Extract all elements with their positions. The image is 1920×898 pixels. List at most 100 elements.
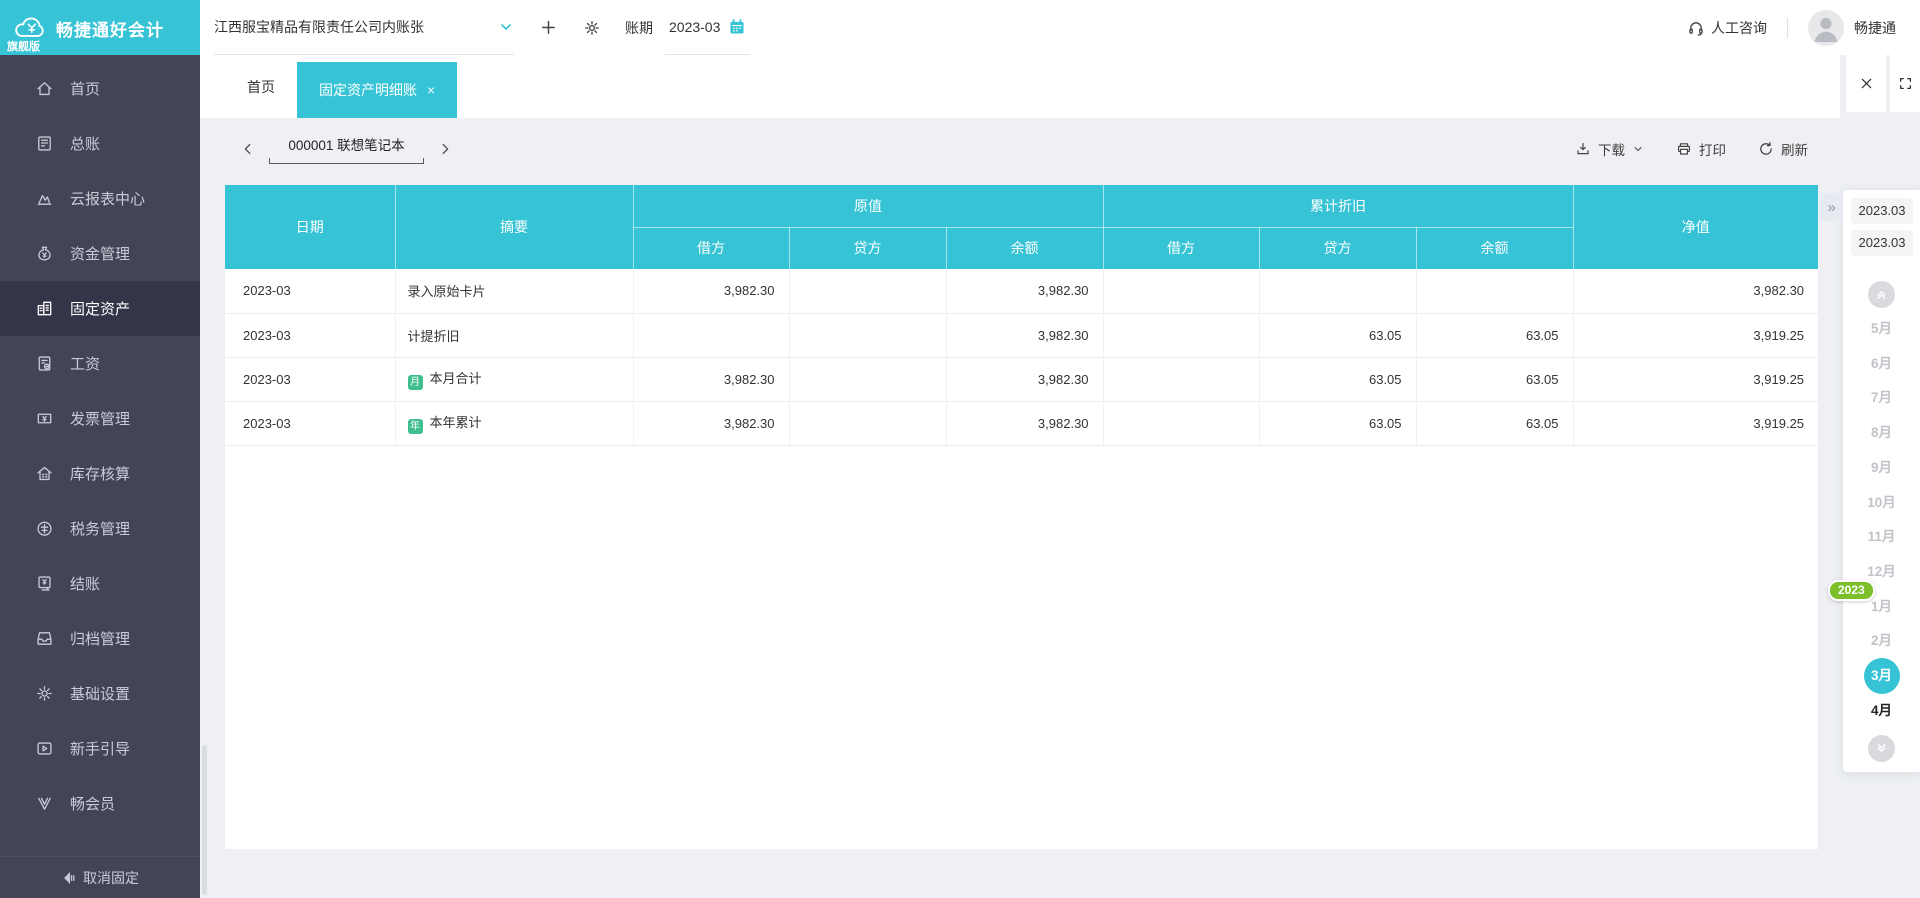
- period-value: 2023-03: [669, 19, 721, 35]
- unpin-sidebar-button[interactable]: 取消固定: [0, 856, 200, 898]
- cell-amount: 3,982.30: [946, 357, 1104, 402]
- next-asset-button[interactable]: [434, 138, 456, 160]
- asset-navigation: 000001 联想笔记本: [237, 132, 456, 166]
- scroll-months-up-button[interactable]: [1868, 281, 1895, 308]
- tab-close-icon[interactable]: ×: [427, 82, 436, 98]
- gear-icon[interactable]: [583, 19, 601, 37]
- home-icon: [34, 79, 54, 99]
- cell-amount: [1103, 313, 1260, 358]
- col-group-original-value[interactable]: 原值: [633, 185, 1104, 228]
- month-item-9月[interactable]: 9月: [1870, 459, 1892, 475]
- collapse-panel-button[interactable]: »: [1820, 193, 1843, 221]
- col-header-dep-debit[interactable]: 借方: [1103, 227, 1260, 269]
- month-item-5月[interactable]: 5月: [1870, 321, 1892, 336]
- col-group-accumulated-depreciation[interactable]: 累计折旧: [1103, 185, 1574, 228]
- table-row[interactable]: 2023-03 月本月合计 3,982.30 3,982.30 63.05 63.05 3,…: [225, 357, 1819, 402]
- top-bar-right: 人工咨询 畅捷通: [1687, 9, 1896, 46]
- sidebar-item-6[interactable]: 发票管理: [0, 391, 200, 446]
- month-item-10月[interactable]: 10月: [1867, 494, 1896, 510]
- col-header-date[interactable]: 日期: [225, 185, 396, 269]
- col-header-net-value[interactable]: 净值: [1573, 185, 1819, 269]
- cell-date: 2023-03: [225, 401, 396, 446]
- company-name: 江西服宝精品有限责任公司内账张: [214, 19, 424, 35]
- avatar[interactable]: [1808, 9, 1844, 46]
- asset-selector[interactable]: 000001 联想笔记本: [269, 134, 424, 164]
- calendar-icon[interactable]: [728, 18, 746, 36]
- month-item-3月[interactable]: 3月: [1843, 658, 1920, 694]
- sidebar-item-4[interactable]: 固定资产: [0, 281, 200, 336]
- sidebar-item-11[interactable]: 基础设置: [0, 666, 200, 721]
- sidebar-item-10[interactable]: 归档管理: [0, 611, 200, 666]
- period-label: 账期: [625, 19, 653, 36]
- col-header-summary[interactable]: 摘要: [395, 185, 634, 269]
- table-row[interactable]: 2023-03 年本年累计 3,982.30 3,982.30 63.05 63.05 3,…: [225, 401, 1819, 446]
- month-item-4月[interactable]: 4月: [1870, 702, 1892, 718]
- month-item-11月[interactable]: 11月: [1867, 529, 1896, 545]
- print-button[interactable]: 打印: [1676, 139, 1726, 159]
- guide-icon: [34, 739, 54, 759]
- top-bar-main: 江西服宝精品有限责任公司内账张 账期 2023-03: [200, 0, 1920, 55]
- col-header-orig-balance[interactable]: 余额: [946, 227, 1104, 269]
- top-bar: 畅捷通好会计 旗舰版 江西服宝精品有限责任公司内账张 账期 2023-03: [0, 0, 1920, 55]
- close-all-button[interactable]: [1846, 55, 1886, 112]
- tab-0[interactable]: 首页: [247, 78, 275, 95]
- cell-summary: 计提折旧: [395, 313, 634, 358]
- month-item-12月[interactable]: 12月: [1867, 563, 1896, 579]
- sidebar-item-8[interactable]: 税务管理: [0, 501, 200, 556]
- inventory-icon: [34, 464, 54, 484]
- sidebar-item-13[interactable]: 畅会员: [0, 776, 200, 831]
- company-select[interactable]: 江西服宝精品有限责任公司内账张: [214, 1, 514, 55]
- month-item-6月[interactable]: 6月: [1870, 355, 1892, 371]
- unpin-icon: [61, 870, 77, 886]
- col-header-orig-debit[interactable]: 借方: [633, 227, 790, 269]
- support-button[interactable]: 人工咨询: [1687, 18, 1767, 38]
- divider: [1787, 17, 1788, 38]
- month-item-1月[interactable]: 1月: [1870, 598, 1892, 614]
- sidebar-item-2[interactable]: 云报表中心: [0, 171, 200, 226]
- cell-amount: 63.05: [1416, 401, 1574, 446]
- cell-date: 2023-03: [225, 269, 396, 314]
- cell-amount: [1416, 269, 1574, 314]
- fullscreen-button[interactable]: [1890, 55, 1920, 112]
- month-item-2月[interactable]: 2月: [1870, 633, 1892, 649]
- period-from-box[interactable]: 2023.03: [1851, 198, 1913, 224]
- col-header-dep-credit[interactable]: 贷方: [1259, 227, 1417, 269]
- col-header-dep-balance[interactable]: 余额: [1416, 227, 1574, 269]
- tax-icon: [34, 519, 54, 539]
- table-row[interactable]: 2023-03 录入原始卡片 3,982.30 3,982.30 3,982.30: [225, 269, 1819, 314]
- ledger-icon: [34, 134, 54, 154]
- prev-asset-button[interactable]: [237, 138, 259, 160]
- sidebar-item-1[interactable]: 总账: [0, 116, 200, 171]
- user-name[interactable]: 畅捷通: [1854, 19, 1896, 36]
- print-label: 打印: [1699, 143, 1726, 158]
- sidebar-item-3[interactable]: 资金管理: [0, 226, 200, 281]
- sidebar-item-0[interactable]: 首页: [0, 61, 200, 116]
- scroll-months-down-button[interactable]: [1868, 735, 1895, 762]
- support-label: 人工咨询: [1711, 19, 1767, 36]
- cell-amount: 3,982.30: [946, 401, 1104, 446]
- tab-1[interactable]: 固定资产明细账 ×: [297, 62, 458, 118]
- cloud-logo-icon: [12, 12, 52, 42]
- refresh-button[interactable]: 刷新: [1758, 139, 1808, 159]
- year-badge: 2023: [1828, 580, 1875, 601]
- month-item-7月[interactable]: 7月: [1870, 390, 1892, 406]
- col-header-orig-credit[interactable]: 贷方: [789, 227, 947, 269]
- table-row[interactable]: 2023-03 计提折旧 3,982.30 63.05 63.05 3,919.25: [225, 313, 1819, 358]
- year-badge-icon: 年: [407, 419, 423, 434]
- sidebar-item-12[interactable]: 新手引导: [0, 721, 200, 776]
- download-button[interactable]: 下载: [1575, 139, 1644, 159]
- download-icon: [1575, 141, 1591, 157]
- sidebar-item-5[interactable]: 工资: [0, 336, 200, 391]
- sidebar-scrollbar[interactable]: [202, 745, 207, 895]
- add-account-button[interactable]: [540, 19, 557, 36]
- app-edition: 旗舰版: [7, 41, 40, 53]
- month-badge-icon: 月: [407, 375, 423, 390]
- cell-amount: 63.05: [1416, 357, 1574, 402]
- month-item-8月[interactable]: 8月: [1870, 425, 1892, 441]
- cell-amount: 3,982.30: [633, 269, 790, 314]
- period-to-box[interactable]: 2023.03: [1851, 230, 1913, 256]
- period-select[interactable]: 2023-03: [665, 1, 751, 55]
- sidebar-item-9[interactable]: 结账: [0, 556, 200, 611]
- member-icon: [34, 794, 54, 814]
- sidebar-item-7[interactable]: 库存核算: [0, 446, 200, 501]
